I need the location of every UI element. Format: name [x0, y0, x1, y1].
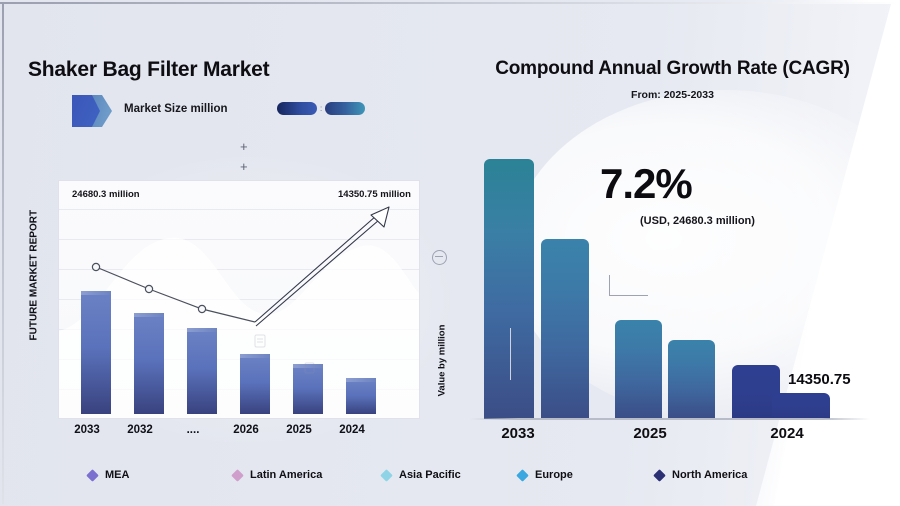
legend-item-europe[interactable]: Europe: [516, 468, 573, 482]
left-market-size-chart: [58, 180, 420, 419]
legend-label-europe: Europe: [535, 469, 573, 481]
legend-item-mea[interactable]: MEA: [86, 468, 130, 482]
right-chart-xtick-2: 2024: [770, 425, 804, 442]
left-chart-y-axis-title: FUTURE MARKET REPORT: [28, 209, 40, 341]
legend-marker-europe: [516, 468, 529, 482]
left-chart-bars: [81, 291, 376, 414]
legend-pill-secondary: [325, 102, 366, 115]
legend-label-mea: MEA: [105, 469, 130, 481]
plus-decoration-2: +: [240, 159, 248, 174]
left-chart-growth-arrow: [254, 206, 390, 327]
left-chart-xtick-2: ....: [186, 424, 200, 436]
left-chart-xtick-1: 2032: [127, 424, 153, 436]
legend-item-asia-pacific[interactable]: Asia Pacific: [380, 468, 461, 482]
cagr-value: 7.2%: [600, 160, 693, 207]
legend-marker-north-america: [653, 468, 666, 482]
left-chart-end-annotation: 14350.75 million: [338, 189, 411, 200]
right-chart-xtick-1: 2025: [633, 425, 667, 442]
left-chart-xtick-0: 2033: [74, 424, 100, 436]
panel-left-border: [2, 2, 4, 504]
right-chart-tick-decoration: [609, 275, 648, 296]
left-chart-plot: [81, 206, 390, 414]
market-size-legend-header: Market Size million :: [62, 92, 392, 130]
right-cagr-chart: [470, 150, 870, 420]
left-chart-start-annotation: 24680.3 million: [72, 189, 140, 200]
legend-marker-mea: [86, 468, 99, 482]
legend-marker-latin-america: [231, 468, 244, 482]
chart-watermark-icons: [254, 334, 315, 374]
cagr-subtitle: From: 2025-2033: [631, 89, 714, 101]
left-chart-xtick-5: 2024: [339, 424, 365, 436]
right-bar-2033-secondary: [541, 239, 589, 419]
right-bar-2024-secondary: [772, 393, 830, 419]
legend-pill-separator: :: [320, 104, 323, 113]
legend-item-latin-america[interactable]: Latin America: [231, 468, 323, 482]
right-bar-2033-primary: [484, 159, 534, 419]
cagr-note: (USD, 24680.3 million): [640, 215, 755, 227]
plus-decoration-1: +: [240, 139, 248, 154]
legend-pill-primary: [277, 102, 317, 115]
right-bar-2025-primary: [615, 320, 662, 419]
left-chart-xtick-3: 2026: [233, 424, 259, 436]
legend-label-latin-america: Latin America: [250, 469, 323, 481]
left-chart-xtick-4: 2025: [286, 424, 312, 436]
legend-pill-group: :: [277, 102, 366, 115]
footer-legend: MEA Latin America Asia Pacific Europe No…: [0, 460, 900, 490]
right-bar-2025-secondary: [668, 340, 715, 419]
legend-label-north-america: North America: [672, 469, 748, 481]
panel-top-border: [0, 2, 898, 4]
hexagon-icon: [72, 95, 112, 127]
left-chart-trend-line: [91, 262, 256, 323]
cagr-title: Compound Annual Growth Rate (CAGR): [495, 58, 850, 79]
legend-label-asia-pacific: Asia Pacific: [399, 469, 461, 481]
right-chart-xtick-0: 2033: [501, 425, 535, 442]
right-chart-data-label-2024: 14350.75: [788, 371, 851, 388]
page-title: Shaker Bag Filter Market: [28, 58, 270, 81]
market-size-legend-label: Market Size million: [124, 103, 228, 115]
legend-item-north-america[interactable]: North America: [653, 468, 748, 482]
legend-marker-asia-pacific: [380, 468, 393, 482]
right-chart-baseline: [470, 418, 870, 420]
circle-minus-icon: [432, 250, 447, 265]
left-chart-right-axis-title: Value by million: [436, 324, 448, 397]
